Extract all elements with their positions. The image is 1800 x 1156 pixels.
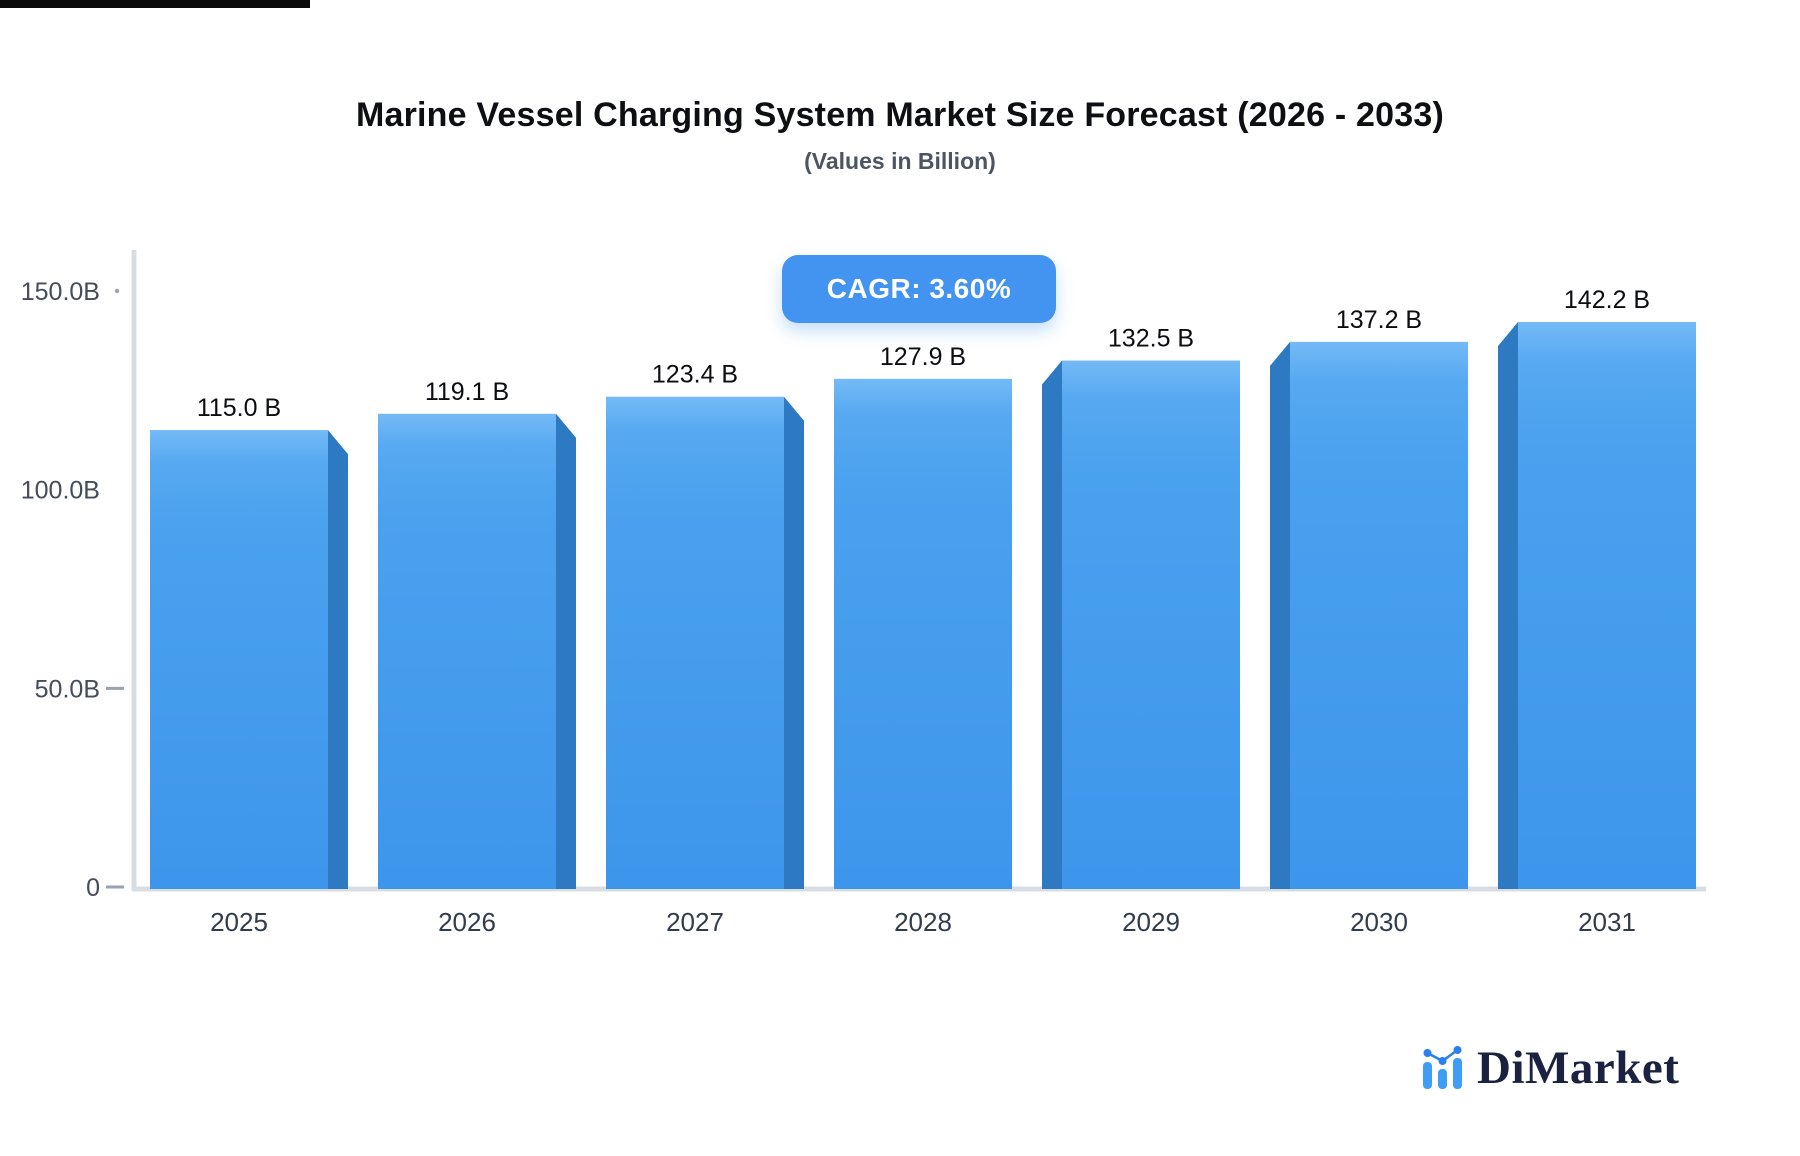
bar-value-label: 142.2 B: [1564, 286, 1650, 314]
bar-value-label: 123.4 B: [652, 361, 738, 389]
bar-3d-side: [1042, 360, 1062, 889]
x-axis-label: 2028: [894, 907, 952, 937]
y-axis-ticks: 150.0B 100.0B 50.0B 0: [21, 278, 124, 902]
bar-value-label: 119.1 B: [425, 378, 509, 406]
chart-subtitle: (Values in Billion): [804, 148, 996, 174]
x-axis-label: 2025: [210, 907, 268, 937]
x-axis-label: 2026: [438, 907, 496, 937]
chart-title: Marine Vessel Charging System Market Siz…: [355, 96, 1445, 134]
bar-2027: [606, 396, 784, 889]
cagr-badge-label: CAGR: 3.60%: [826, 273, 1012, 304]
x-axis-label: 2027: [666, 907, 724, 937]
bar-2031: [1518, 321, 1696, 889]
mini-bar-chart-logo-icon: [1423, 1046, 1462, 1089]
bar-3d-side: [784, 396, 804, 889]
bar-2030: [1290, 341, 1468, 890]
bar-value-label: 115.0 B: [197, 394, 281, 422]
y-tick-mark: [114, 288, 120, 294]
top-edge-artifact: [0, 0, 310, 8]
cagr-badge: CAGR: 3.60%: [782, 255, 1056, 323]
y-tick-label: 0: [86, 874, 100, 902]
bar-value-label: 137.2 B: [1336, 306, 1422, 334]
x-axis-label: 2031: [1578, 907, 1636, 937]
bar-3d-side: [1270, 341, 1290, 890]
labels-group: 115.0 B 2025 119.1 B 2026 123.4 B 2027 127.9 B…: [197, 286, 1650, 937]
x-axis-label: 2029: [1122, 907, 1180, 937]
brand-logo: DiMarket: [1420, 1040, 1679, 1096]
y-tick-label: 100.0B: [21, 477, 100, 505]
x-axis-label: 2030: [1350, 907, 1408, 937]
y-tick-label: 50.0B: [35, 675, 100, 703]
bar-3d-side: [556, 413, 576, 889]
bar-2029: [1062, 360, 1240, 889]
y-tick-label: 150.0B: [21, 278, 100, 306]
bar-value-label: 132.5 B: [1108, 325, 1194, 353]
bar-value-label: 127.9 B: [880, 343, 966, 371]
bar-2026: [378, 413, 556, 889]
bars-group: [150, 321, 1696, 890]
bar-2028: [834, 378, 1012, 889]
brand-name: DiMarket: [1477, 1041, 1680, 1094]
bar-3d-side: [1498, 321, 1518, 889]
bar-2025: [150, 430, 328, 889]
bar-3d-side: [328, 430, 348, 889]
